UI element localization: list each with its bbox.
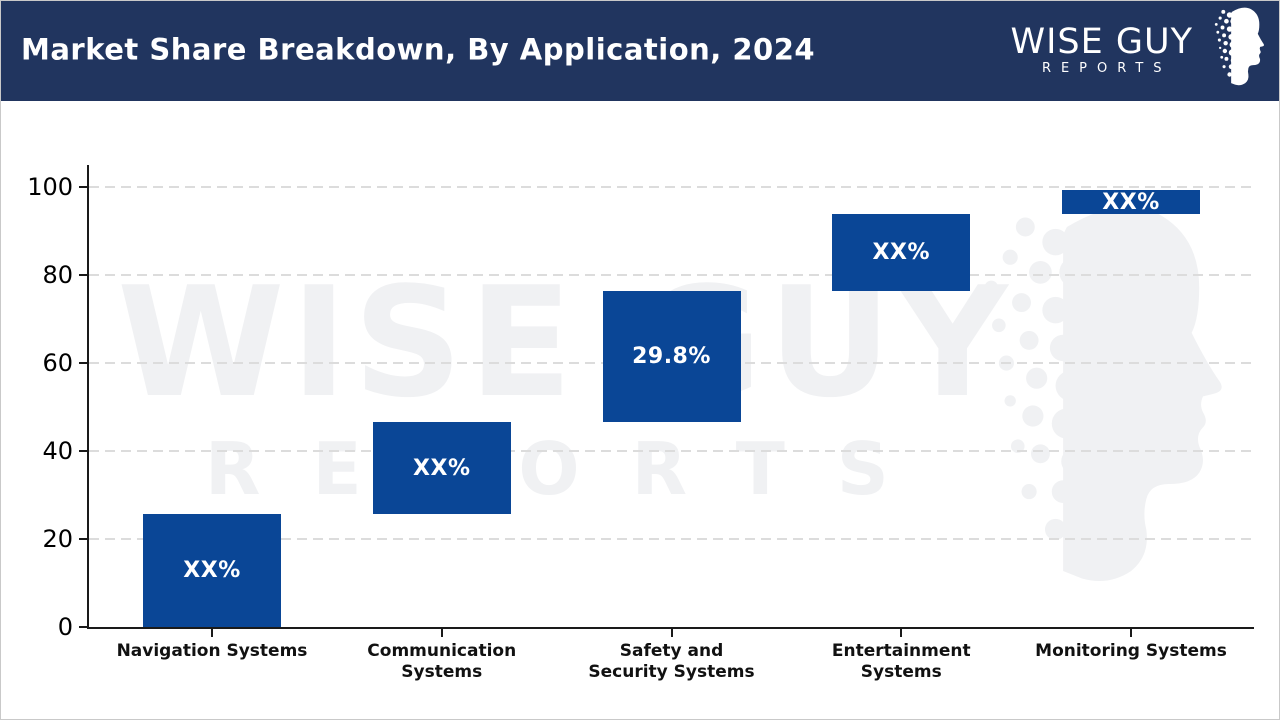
y-tick-20 [79, 538, 87, 540]
header-bar: Market Share Breakdown, By Application, … [1, 1, 1279, 101]
x-axis-label-safety-and-security-systems: Safety and Security Systems [557, 641, 787, 683]
x-axis-label-line: Systems [401, 662, 483, 682]
x-tick-communication-systems [440, 629, 443, 637]
bar-monitoring-systems: XX% [1062, 189, 1200, 215]
brand-head-icon [1214, 7, 1264, 86]
brand-wordmark: WISE GUY REPORTS [1010, 24, 1193, 78]
brand-subname: REPORTS [1041, 61, 1172, 76]
x-axis-label-monitoring-systems: Monitoring Systems [1016, 641, 1246, 662]
y-tick-label-100: 100 [27, 173, 73, 201]
x-tick-monitoring-systems [1130, 629, 1132, 637]
y-tick-label-60: 60 [42, 349, 73, 377]
x-axis-line [87, 627, 1254, 629]
y-tick-label-20: 20 [42, 525, 73, 553]
bar-communication-systems: XX% [372, 421, 511, 515]
bar-value-label: XX% [1102, 189, 1160, 215]
y-axis-line [87, 165, 89, 629]
bar-value-label: 29.8% [632, 343, 711, 369]
brand-name: WISE GUY [1010, 22, 1193, 62]
bar-value-label: XX% [872, 240, 930, 266]
x-axis-label-line: Safety and [619, 641, 724, 661]
bar-entertainment-systems: XX% [832, 214, 971, 291]
x-axis-label-line: Security Systems [588, 662, 755, 682]
x-axis-label-line: Entertainment [831, 641, 971, 661]
y-tick-label-0: 0 [57, 613, 73, 641]
y-tick-40 [79, 450, 87, 452]
gridline-20 [89, 538, 1254, 540]
y-tick-100 [79, 186, 87, 188]
bar-safety-and-security-systems: 29.8% [602, 290, 741, 422]
page-title: Market Share Breakdown, By Application, … [21, 32, 816, 67]
y-tick-0 [79, 626, 87, 628]
gridline-40 [89, 450, 1254, 452]
brand-logo: WISE GUY REPORTS [1010, 3, 1269, 99]
x-tick-entertainment-systems [900, 629, 903, 637]
x-axis-label-line: Systems [860, 662, 942, 682]
x-axis-label-line: Monitoring Systems [1035, 641, 1227, 661]
x-tick-navigation-systems [211, 629, 213, 637]
x-axis-label-navigation-systems: Navigation Systems [97, 641, 327, 662]
x-axis-label-line: Communication [367, 641, 517, 661]
x-tick-safety-and-security-systems [670, 629, 673, 637]
x-axis-label-entertainment-systems: Entertainment Systems [786, 641, 1016, 683]
x-axis-label-communication-systems: Communication Systems [327, 641, 557, 683]
y-tick-label-40: 40 [42, 437, 73, 465]
bar-navigation-systems: XX% [143, 514, 281, 627]
bar-value-label: XX% [413, 455, 471, 481]
gridline-100 [89, 186, 1254, 188]
gridline-80 [89, 274, 1254, 276]
y-tick-label-80: 80 [42, 261, 73, 289]
y-tick-60 [79, 362, 87, 364]
x-axis-label-line: Navigation Systems [116, 641, 308, 661]
bar-value-label: XX% [183, 558, 241, 584]
y-tick-80 [79, 274, 87, 276]
